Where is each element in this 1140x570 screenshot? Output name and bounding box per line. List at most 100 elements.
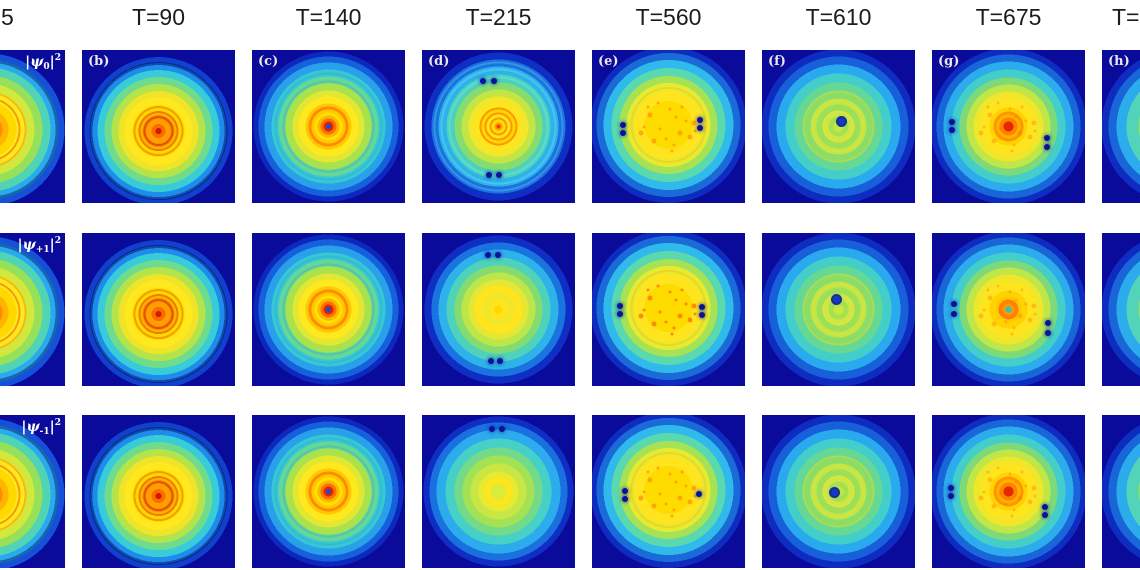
vortex-dot (699, 304, 705, 310)
vortex-dot (617, 311, 623, 317)
psi-subscript: -1 (39, 427, 50, 437)
vortex-dot (699, 312, 705, 318)
panel-letter-d: (d) (428, 54, 450, 69)
vortex-dot (949, 119, 955, 125)
column-title-d: T=215 (465, 4, 532, 30)
psi-subscript: 0 (43, 62, 50, 72)
vortex-dot (488, 358, 494, 364)
vortex-dot (832, 295, 840, 303)
panel-g-psi-minus-1 (932, 415, 1085, 568)
vortex-dot (480, 78, 486, 84)
density-speckle (667, 307, 669, 309)
psi-superscript: 2 (54, 53, 61, 63)
panel-letter-f: (f) (768, 54, 786, 69)
column-title-c: T=140 (295, 4, 362, 30)
psi-superscript: 2 (54, 418, 61, 428)
vortex-dot (1042, 512, 1048, 518)
vortex-dot (949, 127, 955, 133)
vortex-dot (948, 485, 954, 491)
panel-d-psi-plus-1 (422, 233, 575, 386)
vortex-dot (620, 130, 626, 136)
vortex-dot (485, 252, 491, 258)
vortex-dot (697, 125, 703, 131)
column-title-f: T=610 (805, 4, 872, 30)
vortex-dot (496, 172, 502, 178)
row-label-psi-minus-1: |ψ-1|2 (21, 418, 61, 437)
column-title-e: T=560 (635, 4, 702, 30)
panel-f-psi-minus-1 (762, 415, 915, 568)
panel-f-psi-0: (f) (762, 50, 915, 203)
panel-letter-e: (e) (598, 54, 619, 69)
vortex-dot (951, 301, 957, 307)
density-speckle (1007, 124, 1009, 126)
row-label-open: | (25, 54, 31, 70)
density-speckle (1007, 307, 1009, 309)
panel-f-psi-plus-1 (762, 233, 915, 386)
panel-letter-h: (h) (1108, 54, 1130, 69)
vortex-dot (1042, 504, 1048, 510)
vortex-dot (830, 488, 838, 496)
panel-e-psi-minus-1 (592, 415, 745, 568)
vortex-dot (951, 311, 957, 317)
panel-d-psi-minus-1 (422, 415, 575, 568)
panel-e-psi-plus-1 (592, 233, 745, 386)
panel-letter-b: (b) (88, 54, 110, 69)
vortex-dot (622, 496, 628, 502)
panel-d-psi-0: (d) (422, 50, 575, 203)
panel-b-psi-0: (b) (82, 50, 235, 203)
panel-a-psi-plus-1: |ψ+1|2 (0, 233, 65, 386)
vortex-dot (948, 493, 954, 499)
panel-g-psi-plus-1 (932, 233, 1085, 386)
panel-c-psi-plus-1 (252, 233, 405, 386)
psi-symbol: ψ (30, 54, 44, 70)
density-speckle (667, 489, 669, 491)
vortex-dot (1045, 320, 1051, 326)
vortex-dot (495, 252, 501, 258)
row-label-close: | (49, 237, 55, 253)
panel-letter-c: (c) (258, 54, 279, 69)
vortex-dot (489, 426, 495, 432)
panel-b-psi-minus-1 (82, 415, 235, 568)
panel-h-psi-minus-1 (1102, 415, 1140, 568)
vortex-dot (486, 172, 492, 178)
panel-e-psi-0: (e) (592, 50, 745, 203)
panel-h-psi-plus-1 (1102, 233, 1140, 386)
column-title-a: 5 (1, 4, 14, 30)
vortex-dot (1044, 135, 1050, 141)
row-label-psi-0: |ψ0|2 (25, 53, 61, 72)
row-label-open: | (17, 237, 23, 253)
density-speckle (667, 124, 669, 126)
vortex-dot (499, 426, 505, 432)
vortex-dot (617, 303, 623, 309)
vortex-dot (837, 117, 845, 125)
row-label-close: | (49, 419, 55, 435)
row-label-psi-plus-1: |ψ+1|2 (18, 236, 61, 255)
vortex-dot (1045, 330, 1051, 336)
column-title-b: T=90 (131, 4, 186, 30)
psi-symbol: ψ (22, 237, 36, 253)
row-label-close: | (49, 54, 55, 70)
panel-a-psi-0: |ψ0|2 (0, 50, 65, 203)
vortex-dot (697, 117, 703, 123)
panel-g-psi-0: (g) (932, 50, 1085, 203)
vortex-dot (497, 358, 503, 364)
vortex-dot (1044, 144, 1050, 150)
column-title-g: T=675 (975, 4, 1042, 30)
vortex-dot (622, 488, 628, 494)
panel-letter-g: (g) (938, 54, 960, 69)
panel-c-psi-0: (c) (252, 50, 405, 203)
psi-subscript: +1 (35, 245, 50, 255)
vortex-dot (696, 491, 702, 497)
vortex-dot (620, 122, 626, 128)
vortex-dot (491, 78, 497, 84)
panel-c-psi-minus-1 (252, 415, 405, 568)
panel-h-psi-0: (h) (1102, 50, 1140, 203)
panel-a-psi-minus-1: |ψ-1|2 (0, 415, 65, 568)
psi-symbol: ψ (26, 419, 40, 435)
row-label-open: | (21, 419, 27, 435)
density-speckle (1007, 489, 1009, 491)
panel-b-psi-plus-1 (82, 233, 235, 386)
column-title-h: T= (1112, 4, 1140, 30)
psi-superscript: 2 (54, 236, 61, 246)
